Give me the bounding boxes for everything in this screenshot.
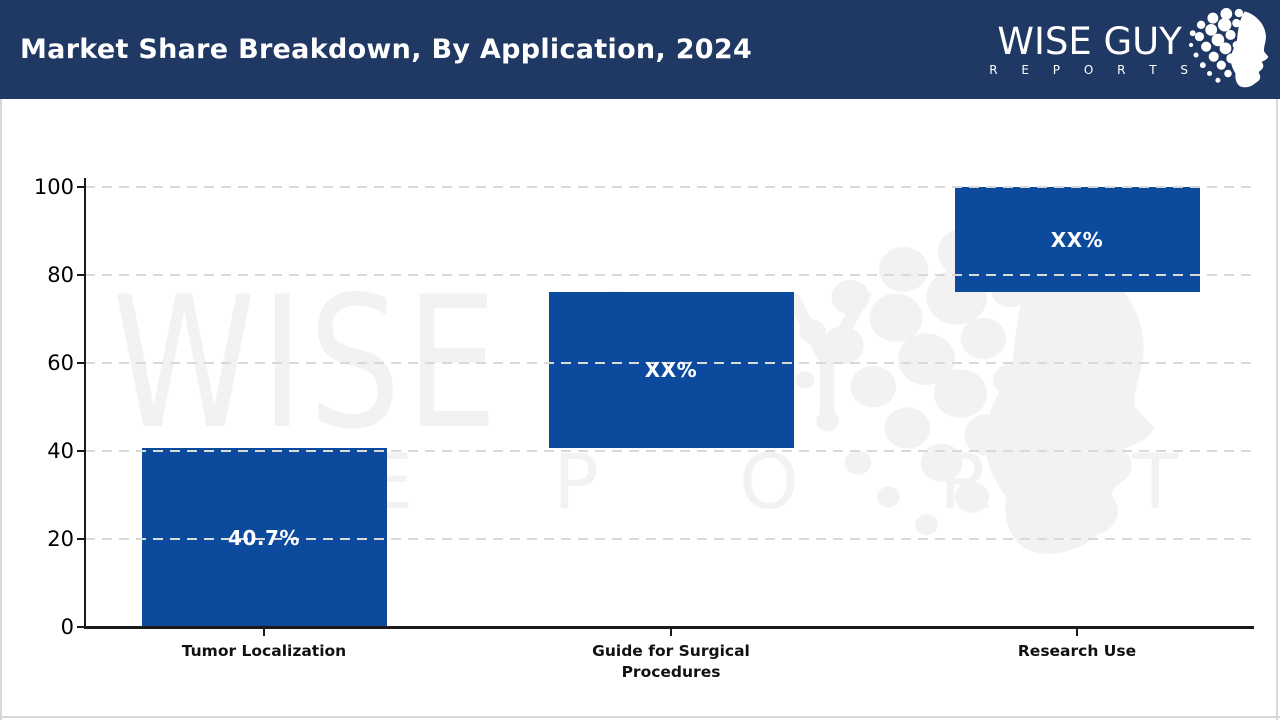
y-axis-tick-label-0: 0 (60, 615, 74, 639)
page-border-right (1276, 0, 1278, 720)
logo-reports-text: R E P O R T S (989, 62, 1198, 77)
y-axis-tick-label-100: 100 (33, 175, 74, 199)
x-axis-category-label-1: Tumor Localization (181, 642, 347, 660)
page-title: Market Share Breakdown, By Application, … (20, 34, 753, 65)
gridline-60 (85, 362, 1253, 364)
logo-brand-text: WISE GUY (997, 20, 1182, 64)
y-axis-tick-label-80: 80 (47, 263, 74, 287)
bar-segment-2 (548, 292, 794, 448)
header-bar: Market Share Breakdown, By Application, … (0, 0, 1280, 99)
y-axis-tick-60 (77, 362, 85, 364)
bar-value-label-3: XX% (1050, 228, 1104, 252)
y-axis-tick-100 (77, 186, 85, 188)
gridline-80 (85, 274, 1253, 276)
bar-value-label-2: XX% (644, 358, 698, 382)
page-border-left (0, 0, 2, 720)
bar-value-label-1: 40.7% (228, 526, 300, 550)
x-axis-tick-2 (670, 629, 672, 636)
y-axis-tick-label-40: 40 (47, 439, 74, 463)
y-axis-line (84, 178, 86, 629)
bar-segment-1 (141, 448, 387, 627)
y-axis-tick-20 (77, 538, 85, 540)
dotted-head-profile-icon (1188, 8, 1269, 88)
x-axis-line (84, 626, 1254, 629)
gridline-40 (85, 450, 1253, 452)
page-border-bottom (0, 716, 1280, 718)
y-axis-tick-label-20: 20 (47, 527, 74, 551)
gridline-20 (85, 538, 1253, 540)
x-axis-category-label-2: Guide for Surgical Procedures (592, 642, 750, 682)
logo-text: WISE GUY R E P O R T S (981, 20, 1198, 77)
x-axis-tick-1 (263, 629, 265, 636)
y-axis-tick-0 (77, 626, 85, 628)
x-axis-category-label-3: Research Use (1017, 642, 1137, 660)
y-axis-tick-80 (77, 274, 85, 276)
y-axis-tick-label-60: 60 (47, 351, 74, 375)
x-axis-tick-3 (1076, 629, 1078, 636)
wise-guy-reports-logo: WISE GUY R E P O R T S (981, 8, 1270, 92)
gridline-100 (85, 186, 1253, 188)
y-axis-tick-40 (77, 450, 85, 452)
